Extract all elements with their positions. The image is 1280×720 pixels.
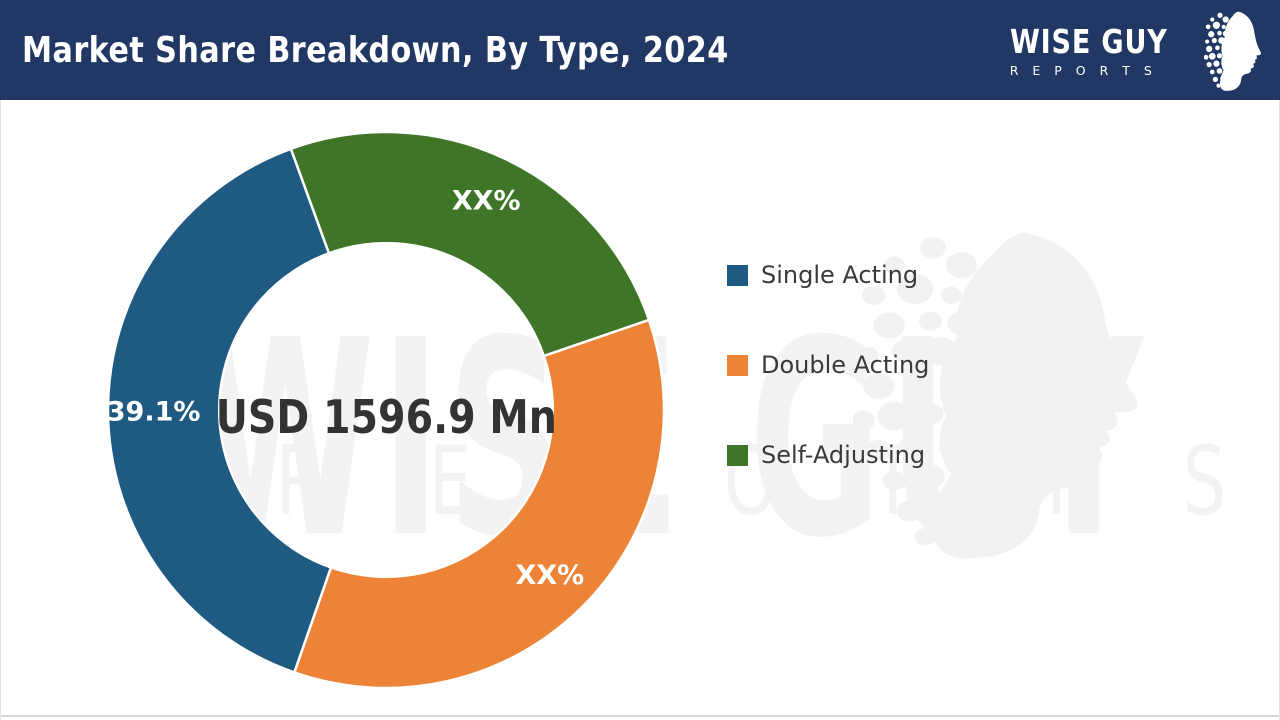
donut-slice-double-acting bbox=[292, 318, 666, 690]
legend-label-single-acting: Single Acting bbox=[761, 261, 919, 289]
page-title-text: Market Share Breakdown, By Type, 2024 bbox=[22, 29, 729, 71]
donut-center-label: USD 1596.9 Mn bbox=[215, 390, 557, 444]
donut-slice-self-adjusting bbox=[289, 130, 651, 358]
chart-area: WISE GUY R E P O R T S 39.1% XX% XX% USD 1… bbox=[0, 100, 1280, 720]
donut-chart: 39.1% XX% XX% bbox=[106, 130, 666, 690]
slice-value-label: XX% bbox=[452, 185, 521, 216]
page-title: Market Share Breakdown, By Type, 2024 bbox=[22, 0, 863, 100]
logo-wordmark: WISE GUY bbox=[1009, 22, 1168, 62]
logo-subtitle: R E P O R T S bbox=[1009, 62, 1157, 78]
logo-face-icon bbox=[1204, 11, 1261, 91]
legend-swatch-self-adjusting bbox=[727, 444, 748, 466]
legend-item-single-acting: Single Acting bbox=[727, 260, 929, 290]
slice-value-label: XX% bbox=[516, 560, 585, 591]
legend-label-double-acting: Double Acting bbox=[761, 351, 930, 379]
legend-swatch-single-acting bbox=[727, 264, 748, 286]
donut-slice-single-acting bbox=[106, 147, 333, 675]
legend-swatch-double-acting bbox=[727, 354, 748, 376]
bottom-divider bbox=[1, 715, 1279, 717]
chart-legend: Single Acting Double Acting Self-Adjusti… bbox=[727, 260, 929, 530]
logo-wordmark-block: WISE GUY R E P O R T S bbox=[1009, 22, 1202, 78]
header-bar: Market Share Breakdown, By Type, 2024 WI… bbox=[0, 0, 1280, 100]
wise-guy-reports-logo: WISE GUY R E P O R T S bbox=[1010, 7, 1266, 95]
legend-item-self-adjusting: Self-Adjusting bbox=[727, 440, 929, 470]
legend-item-double-acting: Double Acting bbox=[727, 350, 929, 380]
legend-label-self-adjusting: Self-Adjusting bbox=[761, 441, 926, 469]
slice-value-label: 39.1% bbox=[107, 397, 201, 428]
